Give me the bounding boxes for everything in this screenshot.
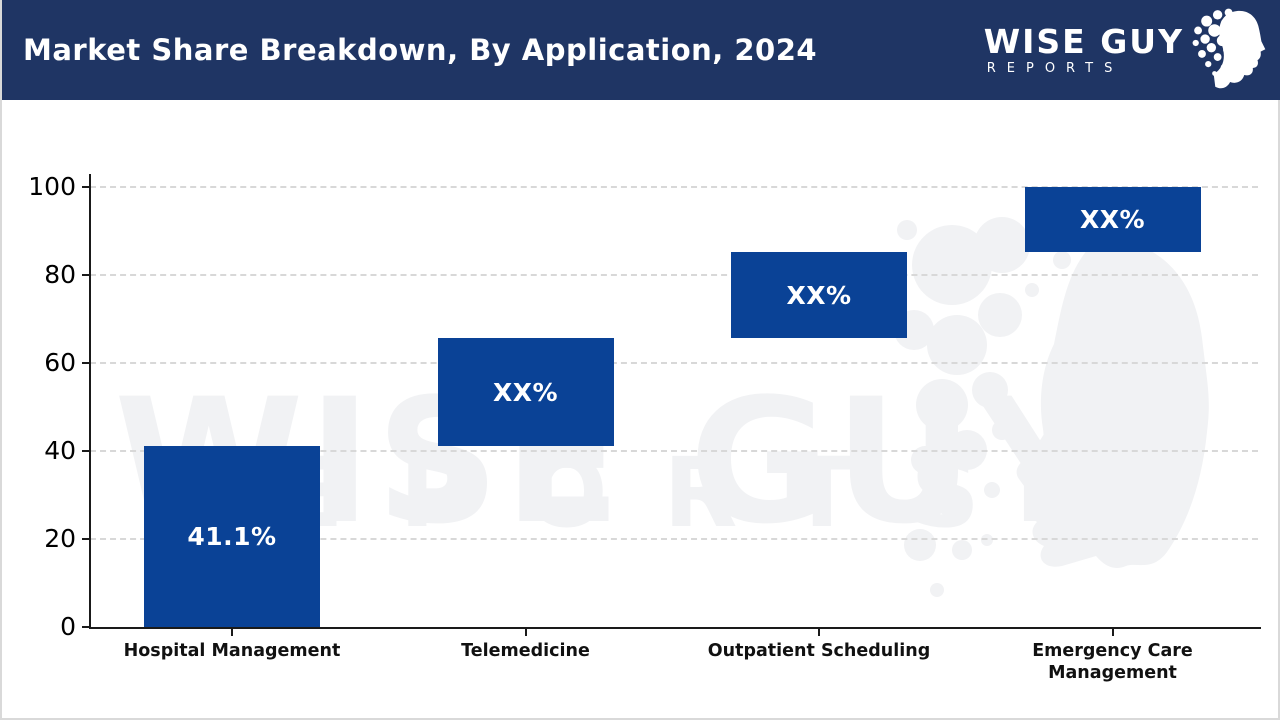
bar-hospital-management: 41.1% bbox=[144, 446, 320, 627]
x-category-label: Telemedicine bbox=[461, 641, 590, 661]
logo-text: WISE GUY REPORTS bbox=[984, 25, 1184, 75]
chart-area: WISE GUY REPORTS 0 20 40 60 80 100 41.1% Hospit… bbox=[2, 100, 1280, 720]
y-tick-label: 100 bbox=[28, 172, 76, 201]
header: Market Share Breakdown, By Application, … bbox=[2, 0, 1280, 100]
y-tick-label: 0 bbox=[60, 612, 76, 641]
bar-telemedicine: XX% bbox=[437, 338, 614, 447]
gridline bbox=[90, 274, 1258, 276]
bar-value-label: 41.1% bbox=[187, 522, 277, 552]
bar-emergency-care-management: XX% bbox=[1024, 187, 1201, 253]
x-axis-spine bbox=[89, 627, 1261, 629]
bar-value-label: XX% bbox=[492, 377, 559, 407]
bar-outpatient-scheduling: XX% bbox=[731, 252, 907, 339]
y-tick bbox=[82, 538, 90, 540]
x-category-label: Emergency Care Management bbox=[1032, 641, 1193, 683]
x-tick bbox=[1111, 629, 1114, 636]
gridline bbox=[90, 186, 1258, 188]
y-tick bbox=[82, 626, 90, 628]
y-tick-label: 60 bbox=[44, 348, 76, 377]
y-tick bbox=[82, 362, 90, 364]
gridline bbox=[90, 362, 1258, 364]
y-tick-label: 20 bbox=[44, 524, 76, 553]
y-tick bbox=[82, 450, 90, 452]
logo-reports-text: REPORTS bbox=[986, 61, 1124, 76]
y-tick bbox=[82, 274, 90, 276]
y-tick-label: 80 bbox=[44, 260, 76, 289]
gridline bbox=[90, 450, 1258, 452]
watermark-face-icon bbox=[894, 213, 1209, 597]
y-tick bbox=[82, 186, 90, 188]
logo-face-icon bbox=[1192, 8, 1266, 89]
wise-guy-logo: WISE GUY REPORTS bbox=[984, 7, 1268, 93]
bar-value-label: XX% bbox=[1079, 205, 1146, 235]
x-tick bbox=[524, 629, 527, 636]
x-category-label: Outpatient Scheduling bbox=[707, 641, 931, 661]
gridline bbox=[90, 538, 1258, 540]
bar-value-label: XX% bbox=[786, 280, 852, 310]
chart-title: Market Share Breakdown, By Application, … bbox=[23, 33, 818, 67]
y-axis-spine bbox=[89, 173, 91, 629]
logo-wise-guy-text: WISE GUY bbox=[983, 22, 1184, 61]
x-tick bbox=[231, 629, 233, 636]
y-tick-label: 40 bbox=[44, 436, 76, 465]
x-tick bbox=[818, 629, 820, 636]
x-category-label: Hospital Management bbox=[123, 641, 341, 661]
